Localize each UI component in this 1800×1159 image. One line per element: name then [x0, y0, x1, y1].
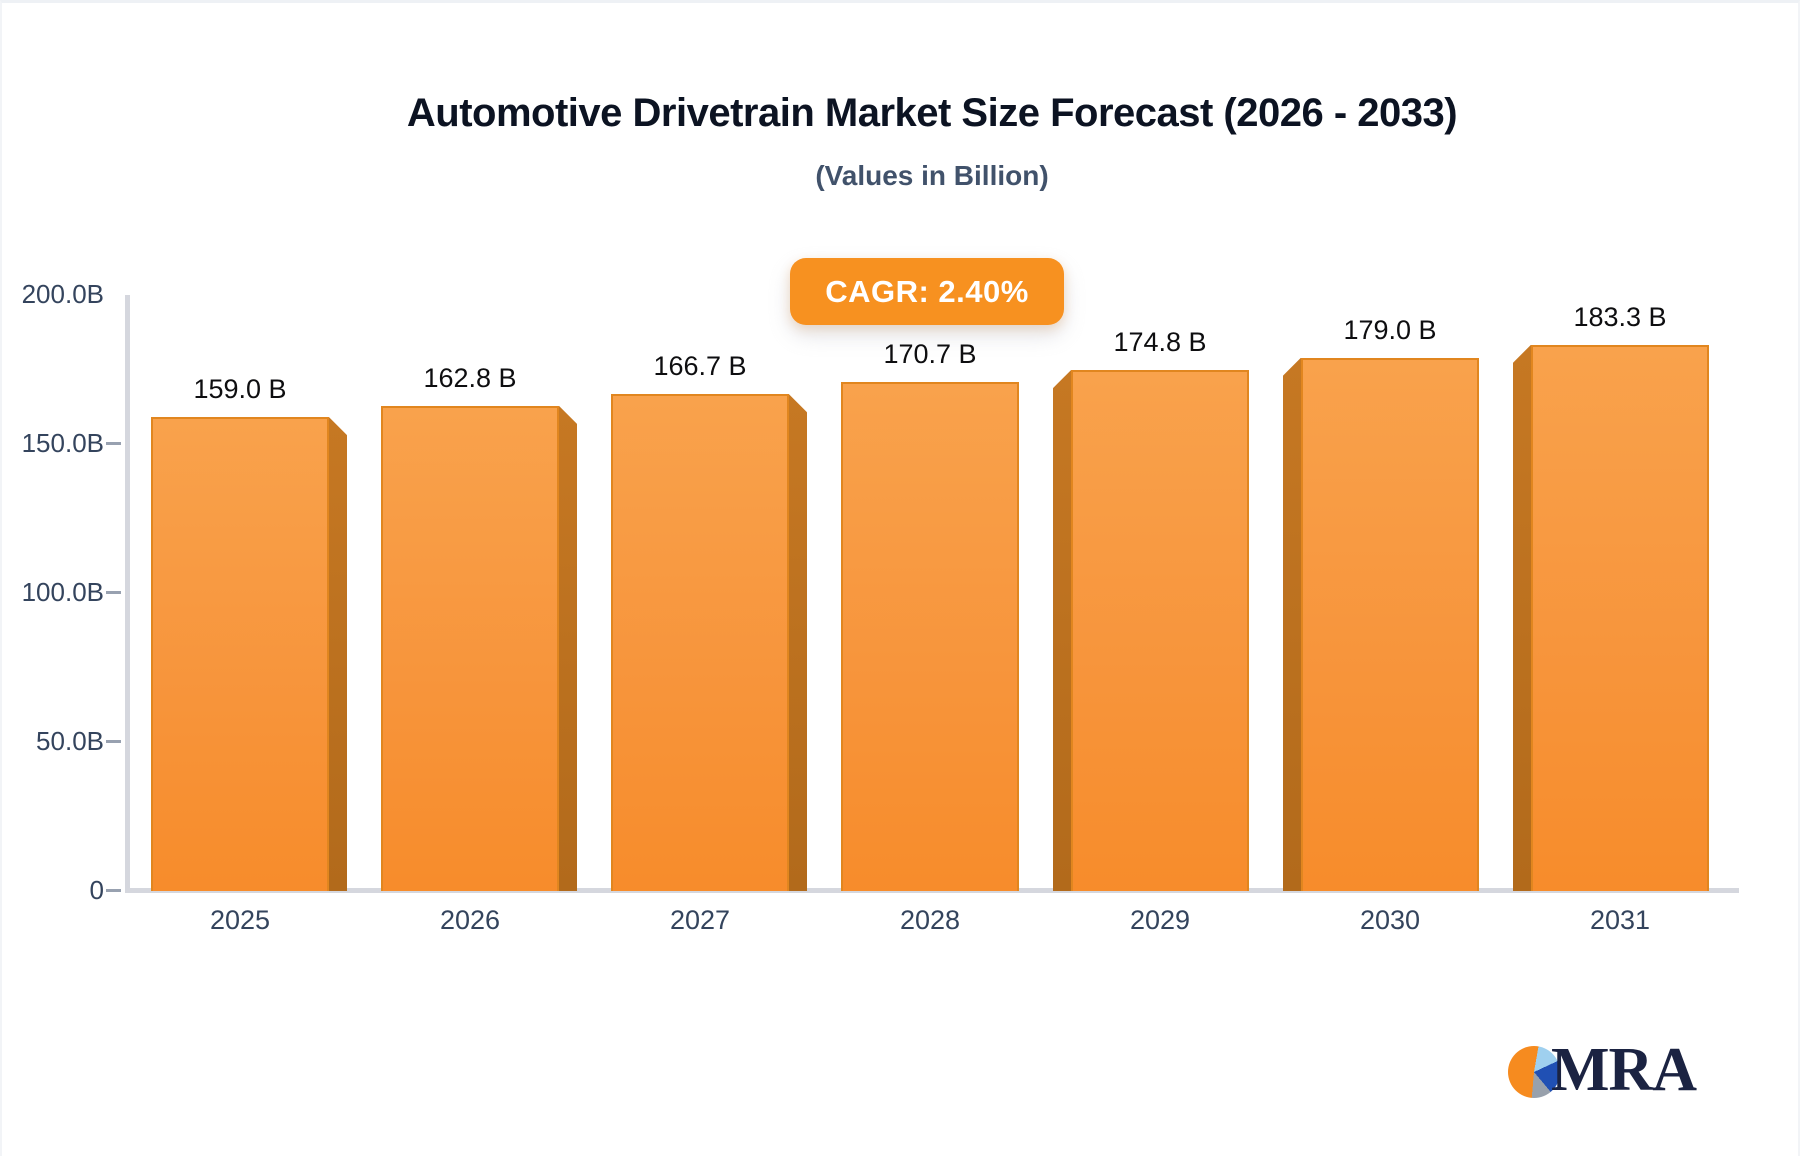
y-axis-tick: [106, 740, 121, 743]
bar-value-label: 179.0 B: [1343, 314, 1437, 345]
x-axis-label-2026: 2026: [439, 905, 501, 935]
bar-2025[interactable]: [151, 417, 329, 891]
pie-chart-logo-icon: [1508, 1046, 1560, 1098]
y-axis-label: 150.0B: [21, 428, 104, 458]
y-axis-line: [125, 295, 130, 891]
bar-value-label: 170.7 B: [883, 339, 977, 370]
bar-2030[interactable]: [1301, 357, 1479, 891]
bar-value-label: 174.8 B: [1113, 327, 1207, 358]
bar-2028[interactable]: [841, 382, 1019, 891]
y-axis-tick: [106, 442, 121, 445]
chart-subtitle: (Values in Billion): [815, 160, 1049, 191]
bar-2027[interactable]: [611, 394, 789, 891]
bar-2031[interactable]: [1531, 344, 1709, 891]
bar-side-face: [789, 394, 807, 891]
bar-side-face: [1283, 357, 1301, 891]
mra-logo: MRA: [1508, 1036, 1697, 1104]
bar-value-label: 166.7 B: [653, 351, 747, 382]
x-axis-label-2025: 2025: [209, 905, 271, 935]
bar-2029[interactable]: [1071, 370, 1249, 891]
y-axis-tick: [106, 889, 121, 892]
chart-title: Automotive Drivetrain Market Size Foreca…: [406, 91, 1458, 135]
x-axis-label-2027: 2027: [669, 905, 731, 935]
bar-2026[interactable]: [381, 405, 559, 891]
mra-logo-text: MRA: [1551, 1036, 1697, 1104]
bar-side-face: [1053, 370, 1071, 891]
bar-side-face: [1513, 344, 1531, 891]
bar-value-label: 183.3 B: [1573, 301, 1667, 332]
y-axis-label: 0: [89, 875, 104, 905]
y-axis-label: 50.0B: [36, 726, 104, 756]
bar-chart-plot-area: 200.0B 150.0B 100.0B 50.0B 0 159.0 B 2025 162.8…: [2, 3, 1800, 1159]
y-axis-tick: [106, 591, 121, 594]
bar-value-label: 162.8 B: [423, 362, 517, 393]
bar-value-label: 159.0 B: [193, 374, 287, 405]
chart-header: Automotive Drivetrain Market Size Foreca…: [62, 3, 1800, 192]
x-axis-label-2029: 2029: [1129, 905, 1191, 935]
x-axis-label-2030: 2030: [1359, 905, 1421, 935]
bar-side-face: [559, 405, 577, 891]
cagr-badge-label: CAGR: 2.40%: [825, 273, 1029, 309]
x-axis-label-2028: 2028: [899, 905, 961, 935]
y-axis-label: 100.0B: [21, 577, 104, 607]
bar-side-face: [329, 417, 347, 891]
y-axis-label: 200.0B: [21, 279, 104, 309]
cagr-badge: CAGR: 2.40%: [790, 258, 1064, 325]
x-axis-label-2031: 2031: [1589, 905, 1651, 935]
